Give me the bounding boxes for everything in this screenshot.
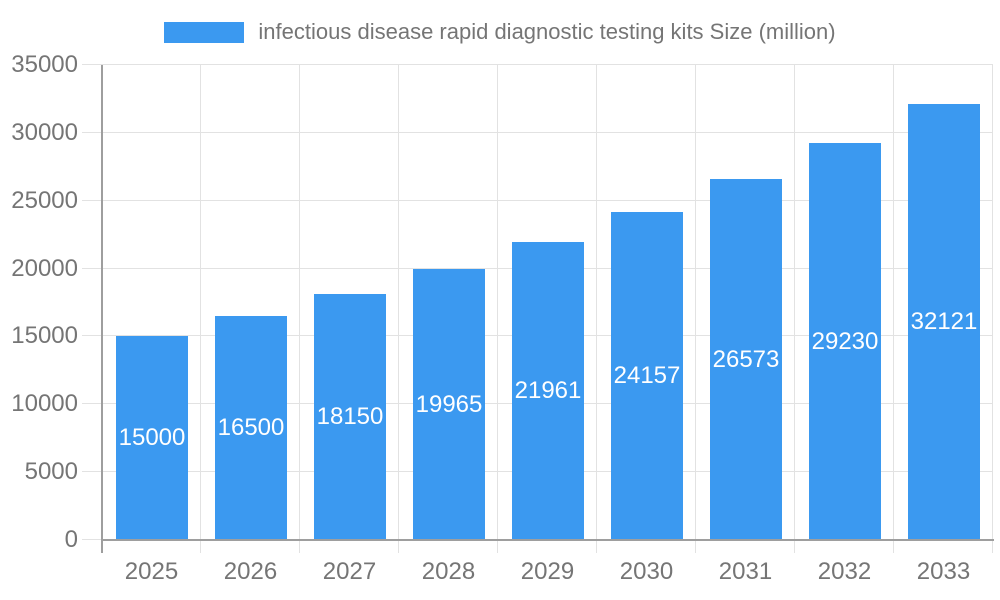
gridline-v bbox=[992, 65, 993, 553]
bar[interactable]: 16500 bbox=[215, 316, 287, 540]
bar-value-label: 19965 bbox=[415, 390, 483, 418]
legend-swatch[interactable] bbox=[164, 21, 245, 43]
gridline-v bbox=[596, 65, 597, 553]
x-tick-label: 2028 bbox=[421, 558, 476, 585]
bar-value-label: 15000 bbox=[118, 424, 186, 451]
bar-value-label: 18150 bbox=[316, 403, 384, 430]
chart-legend[interactable]: infectious disease rapid diagnostic test… bbox=[0, 21, 1000, 43]
gridline-v bbox=[398, 65, 399, 553]
y-tick-label: 0 bbox=[64, 526, 78, 553]
bar[interactable]: 19965 bbox=[413, 269, 485, 540]
gridline-v bbox=[497, 65, 498, 553]
bar[interactable]: 15000 bbox=[116, 336, 188, 540]
x-tick-label: 2026 bbox=[223, 558, 278, 585]
bar-value-label: 26573 bbox=[712, 345, 780, 373]
x-tick-label: 2033 bbox=[916, 558, 971, 585]
y-tick-label: 25000 bbox=[11, 187, 78, 214]
bar[interactable]: 32121 bbox=[908, 104, 980, 540]
bar[interactable]: 26573 bbox=[710, 179, 782, 540]
gridline-h bbox=[82, 200, 993, 201]
bar-value-label: 29230 bbox=[811, 327, 879, 355]
x-tick-label: 2030 bbox=[619, 558, 674, 585]
x-tick-label: 2032 bbox=[817, 558, 872, 585]
bar-value-label: 21961 bbox=[514, 377, 582, 404]
bar-value-label: 32121 bbox=[910, 308, 978, 335]
x-tick-label: 2031 bbox=[718, 558, 773, 585]
x-tick-label: 2025 bbox=[124, 558, 179, 585]
x-tick-label: 2029 bbox=[520, 558, 575, 585]
y-tick-label: 15000 bbox=[11, 322, 78, 349]
bar[interactable]: 24157 bbox=[611, 212, 683, 540]
y-tick-label: 10000 bbox=[11, 390, 78, 417]
gridline-v bbox=[299, 65, 300, 553]
gridline-v bbox=[695, 65, 696, 553]
gridline-v bbox=[200, 65, 201, 553]
y-tick-label: 35000 bbox=[11, 51, 78, 78]
bar-value-label: 24157 bbox=[613, 362, 681, 389]
y-axis-line bbox=[101, 65, 103, 553]
legend-label: infectious disease rapid diagnostic test… bbox=[258, 19, 836, 44]
x-tick-label: 2027 bbox=[322, 558, 377, 585]
gridline-v bbox=[893, 65, 894, 553]
y-tick-label: 5000 bbox=[24, 458, 78, 485]
bar[interactable]: 21961 bbox=[512, 242, 584, 540]
gridline-v bbox=[794, 65, 795, 553]
y-tick-label: 30000 bbox=[11, 119, 78, 146]
gridline-h bbox=[82, 539, 102, 540]
x-axis-line bbox=[101, 539, 994, 541]
gridline-h bbox=[82, 64, 993, 65]
bar-value-label: 16500 bbox=[217, 414, 285, 441]
y-tick-label: 20000 bbox=[11, 255, 78, 282]
gridline-h bbox=[82, 132, 993, 133]
bar[interactable]: 29230 bbox=[809, 143, 881, 540]
bar[interactable]: 18150 bbox=[314, 294, 386, 540]
